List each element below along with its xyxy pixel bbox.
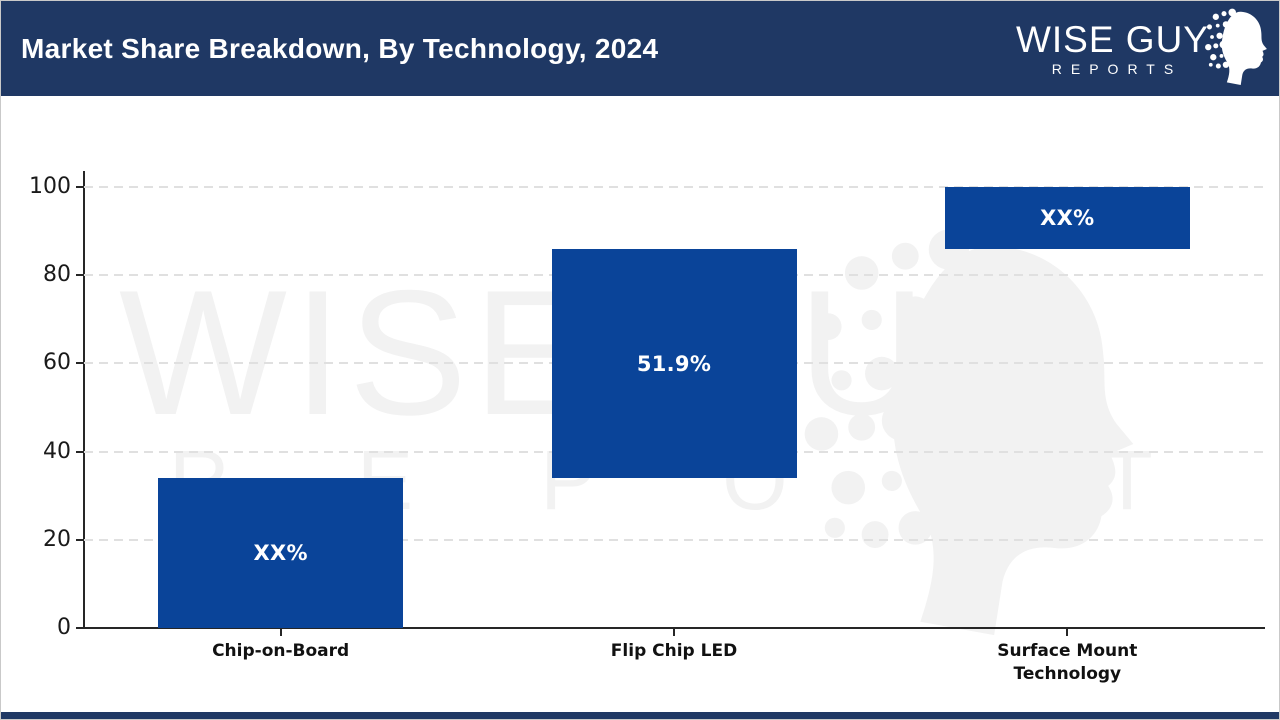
y-axis-tick-label: 40 bbox=[43, 438, 71, 464]
wiseguy-face-icon bbox=[1205, 8, 1267, 85]
wiseguy-logo-text: WISE GUY REPORTS bbox=[1016, 21, 1209, 77]
chart-area: WISE GUY R E P O R T S 0 20 40 60 80 100 XX% Ch… bbox=[1, 96, 1279, 714]
x-tick-mark-surface-mount-technology bbox=[1066, 629, 1069, 636]
y-tick-mark-60 bbox=[76, 362, 83, 365]
y-tick-mark-100 bbox=[76, 186, 83, 188]
gridline-100 bbox=[84, 186, 1264, 188]
y-axis-tick-label: 0 bbox=[57, 615, 71, 640]
x-axis-category-label: Chip-on-Board bbox=[212, 641, 350, 661]
bar-chip-on-board: XX% bbox=[158, 478, 404, 628]
y-axis-tick-label: 80 bbox=[43, 262, 71, 288]
bar-value-label: 51.9% bbox=[636, 351, 712, 376]
y-tick-mark-40 bbox=[76, 450, 83, 453]
x-tick-mark-flip-chip-led bbox=[673, 629, 675, 636]
x-tick-mark-chip-on-board bbox=[279, 629, 282, 636]
y-axis-tick-label: 60 bbox=[43, 350, 71, 376]
plot-region: 0 20 40 60 80 100 XX% Chip-on-Board 51.9% Flip Ch… bbox=[1, 96, 1279, 714]
y-axis-tick-label: 100 bbox=[29, 174, 71, 199]
bar-value-label: XX% bbox=[1040, 206, 1095, 231]
header-banner: Market Share Breakdown, By Technology, 2… bbox=[1, 1, 1279, 96]
bar-surface-mount-technology: XX% bbox=[944, 187, 1190, 250]
logo-wordmark: WISE GUY bbox=[1015, 19, 1209, 60]
y-tick-mark-80 bbox=[76, 274, 83, 277]
gridline-20 bbox=[84, 538, 1264, 541]
y-axis-line bbox=[83, 171, 85, 629]
footer-accent-bar bbox=[1, 712, 1279, 719]
x-axis-line bbox=[83, 627, 1265, 629]
y-tick-mark-0 bbox=[76, 627, 83, 629]
page-title: Market Share Breakdown, By Technology, 2… bbox=[21, 32, 659, 64]
y-axis-tick-label: 20 bbox=[43, 526, 71, 552]
logo-subtitle: REPORTS bbox=[1051, 61, 1183, 77]
x-axis-category-label: Flip Chip LED bbox=[610, 641, 738, 661]
x-axis-category-label: Surface Mount Technology bbox=[997, 641, 1138, 684]
bar-flip-chip-led: 51.9% bbox=[551, 249, 797, 479]
wiseguy-logo: WISE GUY REPORTS bbox=[1016, 6, 1269, 92]
bar-value-label: XX% bbox=[253, 541, 308, 566]
y-tick-mark-20 bbox=[76, 538, 83, 541]
